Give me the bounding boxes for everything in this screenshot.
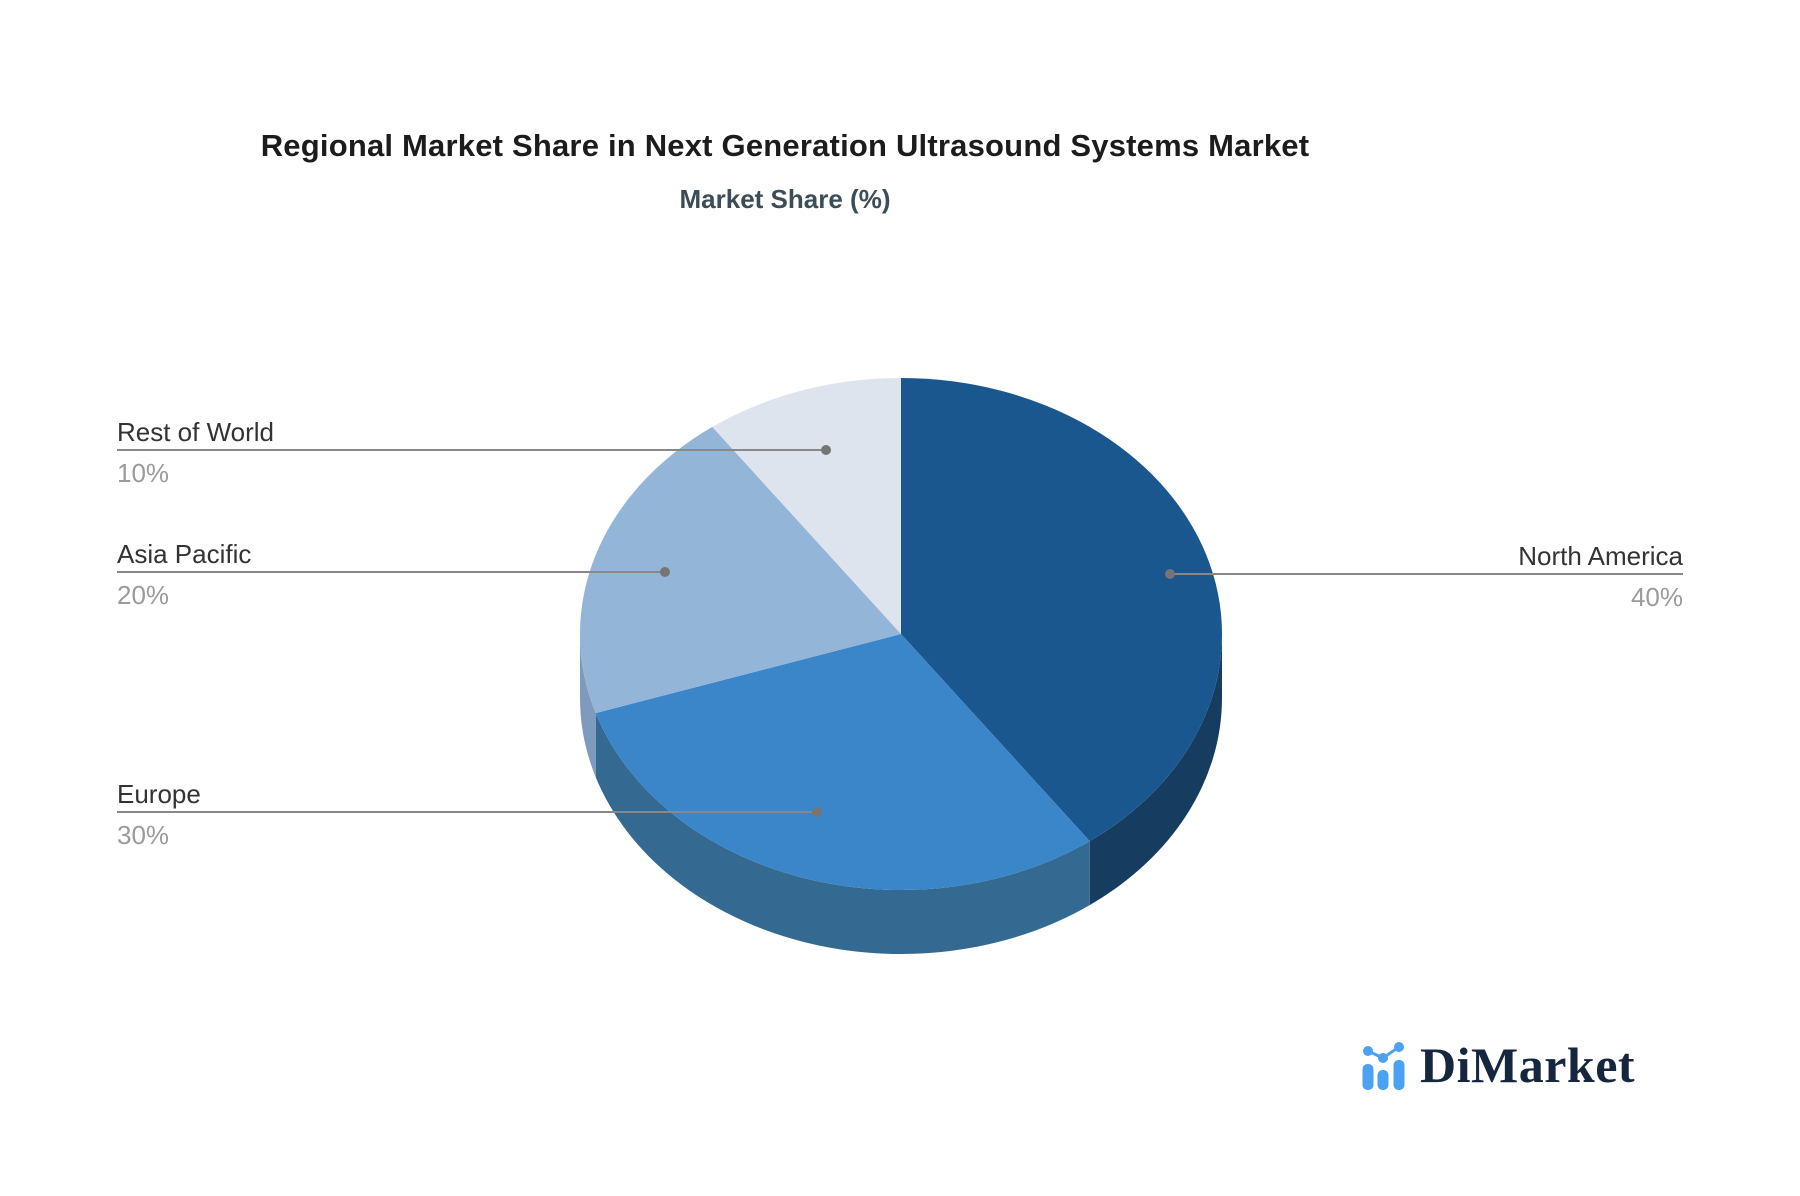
brand-name: DiMarket: [1420, 1037, 1636, 1093]
pie-slice-side-europe: [595, 713, 1090, 955]
pie-slice-north-america[interactable]: [901, 377, 1223, 842]
pie-slice-side-asia-pacific: [580, 634, 596, 778]
callout-dot-asia-pacific: [660, 567, 670, 577]
callout-label-asia-pacific: Asia Pacific: [117, 539, 252, 569]
callout-dot-north-america: [1165, 569, 1175, 579]
chart-subtitle: Market Share (%): [679, 184, 891, 214]
pie-slice-rest-of-world[interactable]: [712, 378, 901, 634]
brand-bar-chart-icon: [1362, 1042, 1405, 1090]
pie-slice-side-north-america: [1089, 634, 1222, 906]
callout-label-rest-of-world: Rest of World: [117, 417, 275, 447]
callout-value-rest-of-world: 10%: [117, 458, 170, 488]
callout-value-europe: 30%: [117, 820, 170, 850]
callout-dot-europe: [812, 807, 822, 817]
callout-value-north-america: 40%: [1630, 582, 1683, 612]
pie-slice-asia-pacific[interactable]: [579, 426, 901, 714]
callout-line-europe: [117, 811, 817, 813]
callout-line-rest-of-world: [117, 449, 826, 451]
callout-label-north-america: North America: [1518, 541, 1683, 571]
brand-logo: DiMarket: [1362, 1038, 1635, 1090]
callout-label-europe: Europe: [117, 779, 201, 809]
callout-value-asia-pacific: 20%: [117, 580, 170, 610]
callout-line-north-america: [1170, 573, 1683, 575]
pie-slice-europe[interactable]: [595, 634, 1090, 891]
callout-line-asia-pacific: [117, 571, 665, 573]
callout-dot-rest-of-world: [821, 445, 831, 455]
chart-title: Regional Market Share in Next Generation…: [260, 128, 1310, 163]
